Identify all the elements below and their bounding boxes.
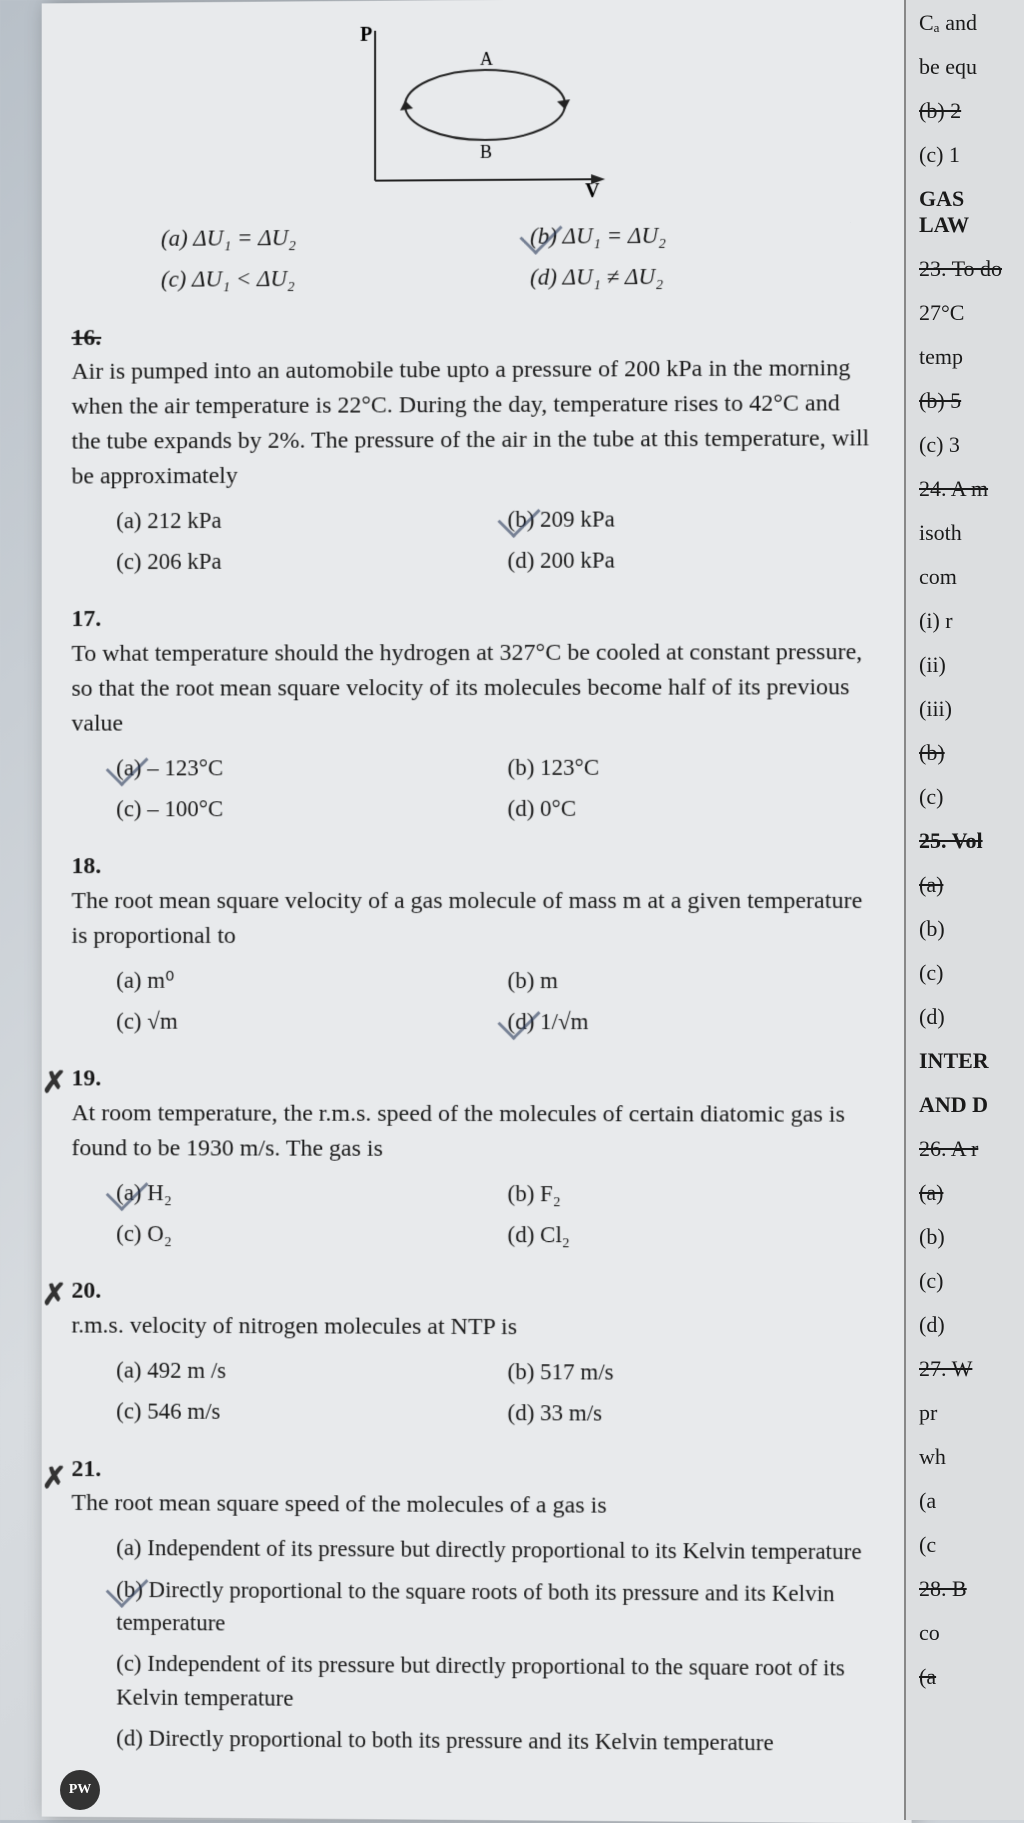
right-text: (d): [911, 1004, 1019, 1030]
q17-opt-c: (c) – 100°C: [116, 792, 487, 826]
q20-text: r.m.s. velocity of nitrogen molecules at…: [71, 1309, 871, 1347]
right-text: (c) 1: [911, 142, 1019, 168]
right-text: 26. A r: [911, 1136, 1019, 1162]
right-text: (d): [911, 1312, 1019, 1338]
question-17: 17. To what temperature should the hydro…: [71, 600, 881, 825]
right-text: (b) 2: [911, 98, 1019, 124]
right-text: (ii): [911, 652, 1019, 678]
right-text: (iii): [911, 696, 1019, 722]
q20-opt-c: (c) 546 m/s: [116, 1395, 487, 1430]
question-21: ✗ 21. The root mean square speed of the …: [71, 1452, 881, 1761]
q16-text: Air is pumped into an automobile tube up…: [71, 352, 871, 495]
main-page: P V A B (a) ΔU₁ = ΔU₂ (b) ΔU₁ = ΔU₂ (c) …: [42, 0, 912, 1823]
right-text: wh: [911, 1444, 1019, 1470]
right-text: co: [911, 1620, 1019, 1646]
question-16: 16. Air is pumped into an automobile tub…: [71, 317, 881, 579]
q17-opt-b: (b) 123°C: [508, 750, 882, 784]
q16-number: 16.: [71, 321, 111, 356]
right-text: be equ: [911, 54, 1019, 80]
right-text: 27. W: [911, 1356, 1019, 1382]
right-heading: INTER: [911, 1048, 1019, 1074]
right-text: (a: [911, 1664, 1019, 1690]
right-page-strip: Cₐ and be equ (b) 2 (c) 1 GAS LAW 23. To…: [904, 0, 1024, 1820]
q19-opt-d: (d) Cl₂: [508, 1218, 882, 1252]
cross-mark-icon: ✗: [42, 1457, 67, 1500]
v-axis-label: V: [585, 180, 600, 201]
right-heading: GAS LAW: [911, 186, 1019, 238]
q20-number: 20.: [71, 1274, 111, 1309]
right-text: 24. A m: [911, 476, 1019, 502]
q21-opt-c: (c) Independent of its pressure but dire…: [116, 1647, 881, 1719]
q16-opt-d: (d) 200 kPa: [508, 543, 882, 578]
q19-text: At room temperature, the r.m.s. speed of…: [71, 1096, 871, 1167]
q15-opt-b: (b) ΔU₁ = ΔU₂: [530, 218, 881, 253]
right-text: com: [911, 564, 1019, 590]
right-text: temp: [911, 344, 1019, 370]
right-text: (b): [911, 916, 1019, 942]
q17-number: 17.: [71, 602, 111, 637]
q20-opt-b: (b) 517 m/s: [508, 1355, 882, 1390]
q17-text: To what temperature should the hydrogen …: [71, 635, 871, 741]
right-text: (c) 3: [911, 432, 1019, 458]
right-text: isoth: [911, 520, 1019, 546]
right-text: (b): [911, 740, 1019, 766]
right-text: 23. To do: [911, 256, 1019, 282]
q18-text: The root mean square velocity of a gas m…: [71, 884, 871, 954]
q18-opt-d: (d) 1/√m: [508, 1005, 882, 1039]
q15-opt-a: (a) ΔU₁ = ΔU₂: [161, 220, 510, 255]
pv-diagram: P V A B: [335, 19, 615, 201]
right-text: 27°C: [911, 300, 1019, 326]
q21-opt-d: (d) Directly proportional to both its pr…: [116, 1721, 881, 1760]
q15-options-block: (a) ΔU₁ = ΔU₂ (b) ΔU₁ = ΔU₂ (c) ΔU₁ < ΔU…: [71, 218, 881, 297]
q19-number: 19.: [71, 1062, 111, 1097]
q19-opt-a: (a) H₂: [116, 1176, 487, 1210]
q21-text: The root mean square speed of the molecu…: [71, 1486, 871, 1525]
q16-opt-a: (a) 212 kPa: [116, 503, 487, 538]
q17-opt-d: (d) 0°C: [508, 791, 882, 825]
q18-opt-c: (c) √m: [116, 1005, 487, 1039]
p-axis-label: P: [360, 24, 372, 46]
q21-opt-b: (b) Directly proportional to the square …: [116, 1573, 881, 1644]
q16-opt-b: (b) 209 kPa: [508, 501, 882, 536]
right-text: 28. B: [911, 1576, 1019, 1602]
right-text: (c): [911, 784, 1019, 810]
right-heading: AND D: [911, 1092, 1019, 1118]
right-text: (b): [911, 1224, 1019, 1250]
right-text: pr: [911, 1400, 1019, 1426]
question-19: ✗ 19. At room temperature, the r.m.s. sp…: [71, 1062, 881, 1253]
right-text: (c): [911, 960, 1019, 986]
pw-logo-icon: PW: [60, 1770, 100, 1810]
q18-number: 18.: [71, 849, 111, 884]
q17-opt-a: (a) – 123°C: [116, 751, 487, 785]
q15-opt-d: (d) ΔU₁ ≠ ΔU₂: [530, 259, 881, 294]
right-text: (c): [911, 1268, 1019, 1294]
q19-opt-b: (b) F₂: [508, 1177, 882, 1211]
path-b-label: B: [480, 142, 492, 162]
q15-opt-c: (c) ΔU₁ < ΔU₂: [161, 261, 510, 296]
q18-opt-b: (b) m: [508, 964, 882, 998]
right-text: 25. Vol: [911, 828, 1019, 854]
right-text: (c: [911, 1532, 1019, 1558]
right-text: Cₐ and: [911, 10, 1019, 36]
q16-opt-c: (c) 206 kPa: [116, 544, 487, 578]
q18-opt-a: (a) m⁰: [116, 963, 487, 997]
q21-number: 21.: [71, 1452, 111, 1487]
q20-opt-d: (d) 33 m/s: [508, 1396, 882, 1431]
q19-opt-c: (c) O₂: [116, 1217, 487, 1251]
right-text: (a: [911, 1488, 1019, 1514]
q20-opt-a: (a) 492 m /s: [116, 1354, 487, 1389]
right-text: (a): [911, 1180, 1019, 1206]
right-text: (b) 5: [911, 388, 1019, 414]
question-20: ✗ 20. r.m.s. velocity of nitrogen molecu…: [71, 1274, 881, 1431]
question-18: 18. The root mean square velocity of a g…: [71, 849, 881, 1039]
q21-opt-a: (a) Independent of its pressure but dire…: [116, 1531, 881, 1569]
right-text: (i) r: [911, 608, 1019, 634]
cross-mark-icon: ✗: [42, 1274, 67, 1317]
path-a-label: A: [480, 49, 493, 69]
right-text: (a): [911, 872, 1019, 898]
cross-mark-icon: ✗: [42, 1062, 67, 1105]
